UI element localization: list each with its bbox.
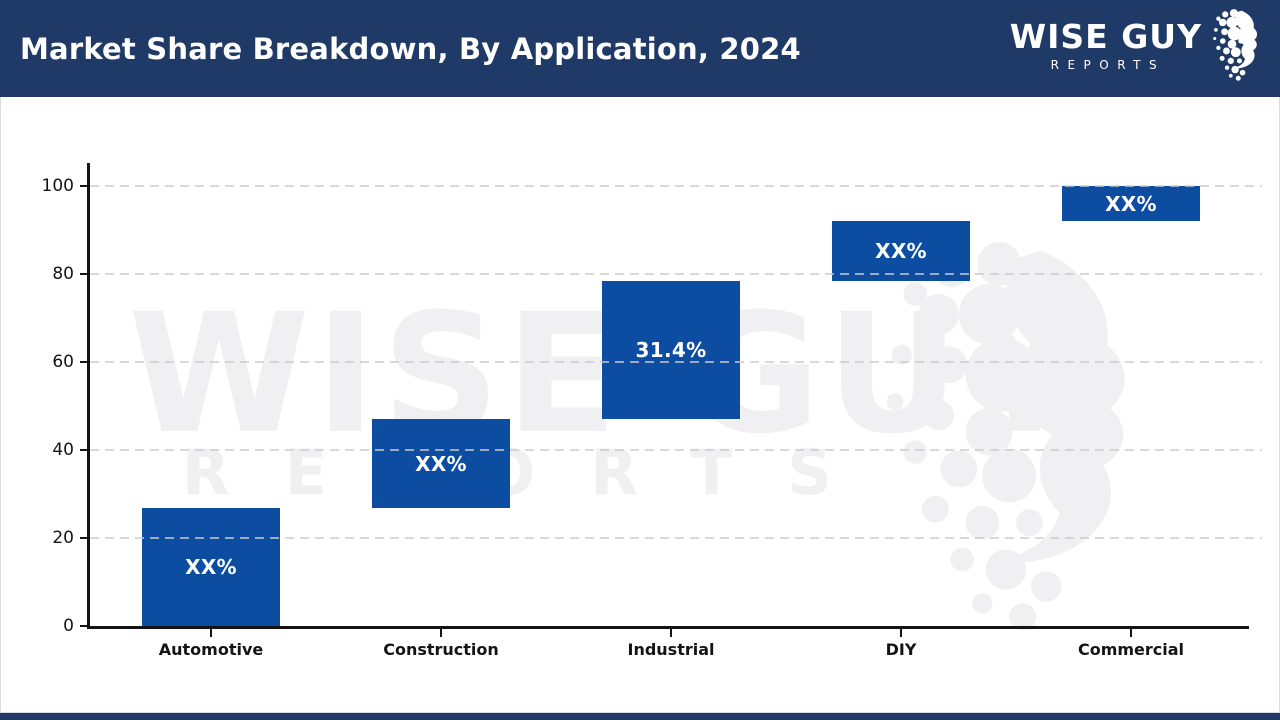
gridline-100	[90, 185, 1262, 187]
x-category-label-diy: DIY	[885, 640, 917, 659]
y-tick-label-0: 0	[63, 616, 74, 636]
y-axis-line	[87, 163, 90, 629]
brand-subtitle: REPORTS	[1050, 57, 1166, 72]
x-axis-line	[87, 626, 1249, 629]
footer-bar	[0, 712, 1280, 720]
bar-automotive: XX%	[142, 508, 280, 626]
y-tick-100	[80, 185, 88, 187]
y-tick-60	[80, 361, 88, 363]
x-tick-construction	[440, 629, 442, 637]
bar-value-label: XX%	[185, 555, 237, 580]
x-tick-industrial	[670, 629, 672, 637]
x-tick-diy	[900, 629, 902, 637]
bar-value-label: XX%	[875, 239, 927, 264]
gridline-80	[90, 273, 1262, 275]
gridline-20	[90, 537, 1262, 539]
y-tick-label-80: 80	[52, 264, 74, 284]
bar-value-label: 31.4%	[635, 338, 707, 363]
bar-construction: XX%	[372, 419, 510, 509]
y-tick-label-100: 100	[41, 176, 74, 196]
x-category-label-construction: Construction	[383, 640, 499, 659]
x-category-label-industrial: Industrial	[627, 640, 715, 659]
y-tick-0	[80, 625, 88, 627]
x-tick-automotive	[210, 629, 212, 637]
header-bar: Market Share Breakdown, By Application, …	[0, 0, 1280, 97]
y-tick-label-20: 20	[52, 528, 74, 548]
y-tick-20	[80, 537, 88, 539]
brand-logo-text: WISE GUY REPORTS	[1010, 20, 1202, 72]
bar-value-label: XX%	[415, 451, 467, 476]
x-tick-commercial	[1130, 629, 1132, 637]
watermark-reports-text: REPORTS	[182, 436, 888, 509]
bar-diy: XX%	[832, 221, 970, 282]
chart-title: Market Share Breakdown, By Application, …	[20, 31, 801, 66]
x-category-label-commercial: Commercial	[1077, 640, 1185, 659]
y-tick-80	[80, 273, 88, 275]
y-tick-40	[80, 449, 88, 451]
bar-commercial: XX%	[1062, 186, 1200, 222]
y-tick-label-60: 60	[52, 352, 74, 372]
bar-value-label: XX%	[1105, 191, 1157, 216]
brand-name: WISE GUY	[1009, 17, 1202, 57]
brand-logo: WISE GUY REPORTS	[1010, 8, 1268, 84]
y-tick-label-40: 40	[52, 440, 74, 460]
bar-industrial: 31.4%	[602, 281, 740, 420]
gridline-40	[90, 449, 1262, 451]
x-category-label-automotive: Automotive	[158, 640, 264, 659]
brand-dotted-head-icon	[1206, 8, 1268, 84]
gridline-60	[90, 361, 1262, 363]
